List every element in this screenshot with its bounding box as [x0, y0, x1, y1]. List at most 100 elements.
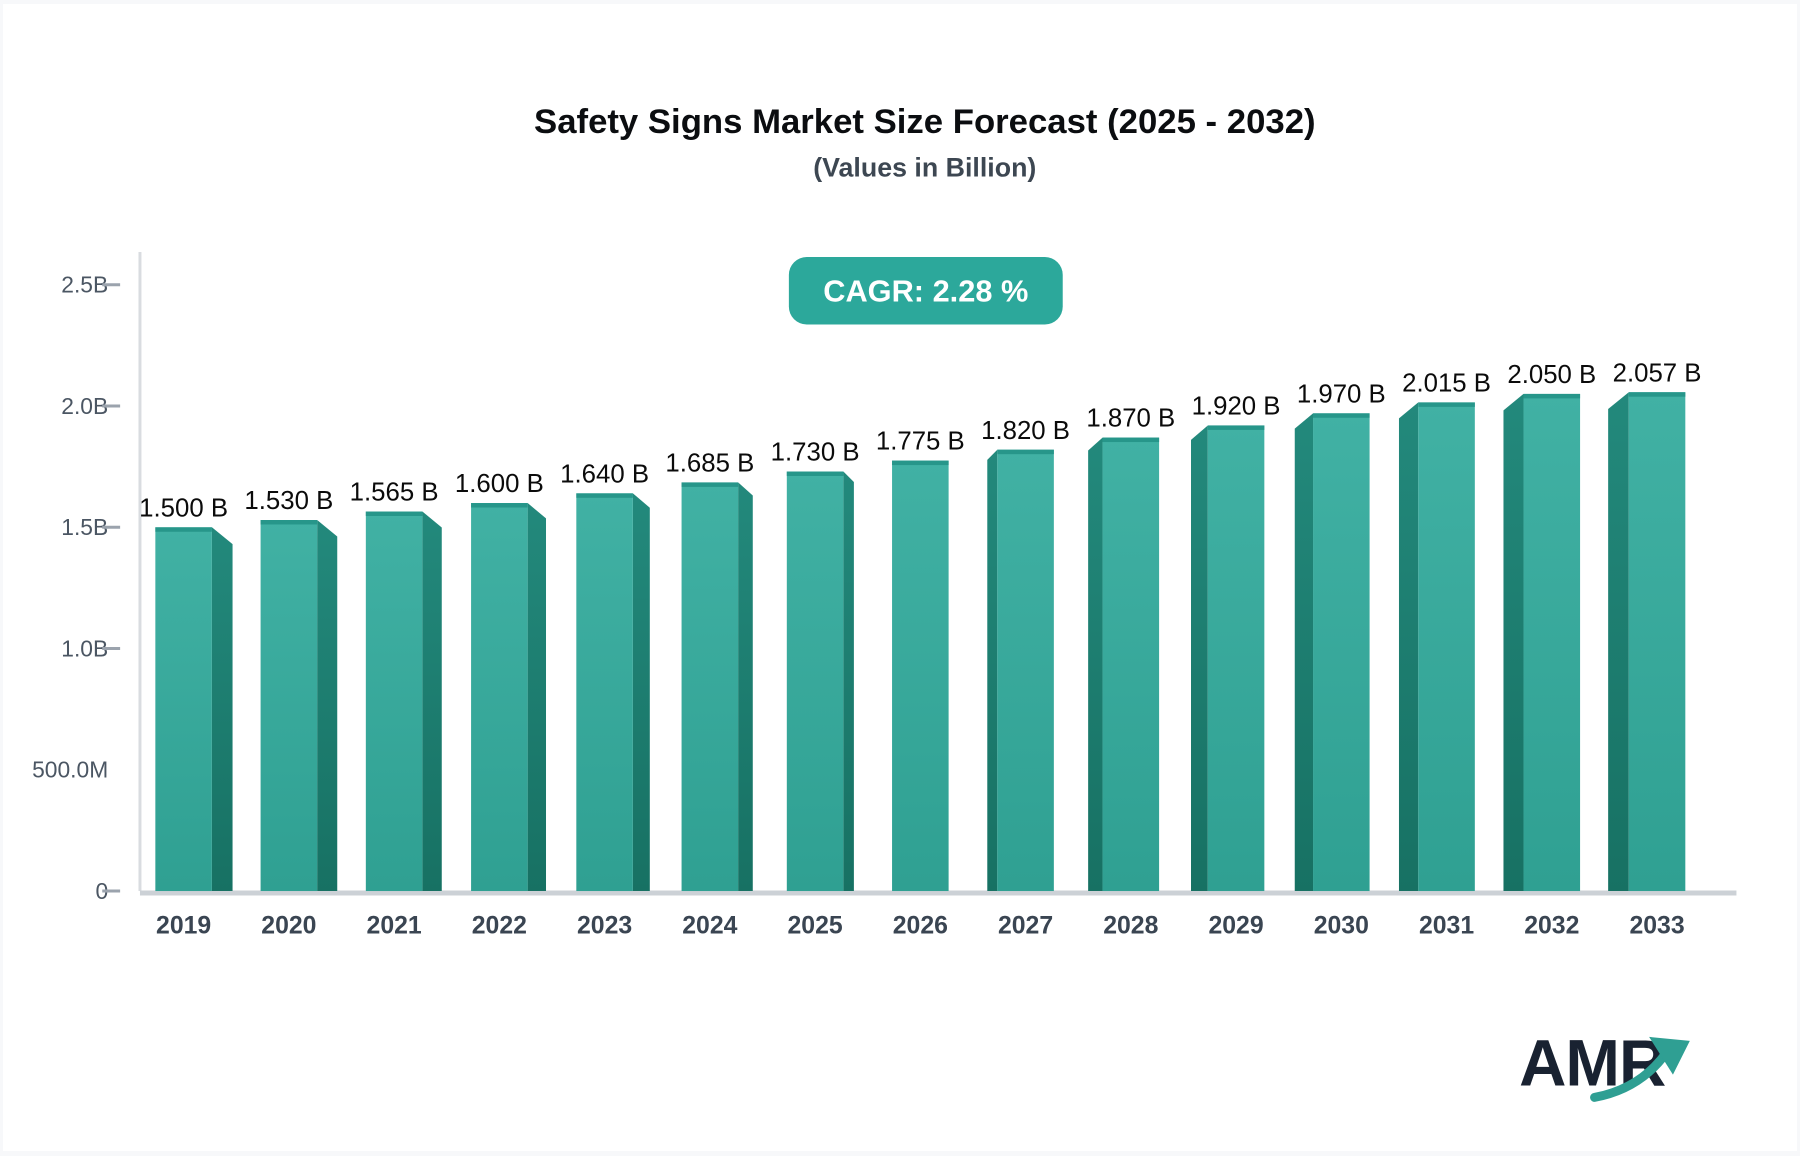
bar-value-label: 1.685 B: [665, 450, 754, 478]
x-tick-label: 2025: [788, 913, 843, 940]
bar-top-edge: [576, 493, 633, 498]
bar: [1608, 392, 1686, 892]
bar-front-face: [681, 482, 739, 892]
bar: [1503, 393, 1581, 892]
bar-top-edge: [1523, 393, 1581, 399]
bar-side-face: [422, 511, 442, 892]
bar-top-edge: [365, 511, 423, 516]
bar-top-edge: [892, 460, 949, 466]
page-title: Safety Signs Market Size Forecast (2025 …: [534, 103, 1316, 141]
x-tick-label: 2021: [367, 913, 422, 940]
x-tick-label: 2026: [893, 913, 948, 940]
bar: [365, 511, 442, 892]
bar-top-edge: [1418, 402, 1475, 407]
bar-side-face: [527, 503, 547, 892]
bar-value-labels: 1.500 B 1.530 B 1.565 B 1.600 B 1.640 B 1.685…: [139, 359, 1701, 522]
bar-value-label: 1.565 B: [350, 479, 439, 507]
x-tick-label: 2024: [682, 913, 737, 940]
logo-arrow-swoosh-icon: [1590, 1047, 1672, 1102]
bar-front-face: [1313, 413, 1370, 892]
bar-top-edge: [997, 449, 1054, 455]
bar: [1398, 402, 1475, 892]
x-tick-label: 2032: [1524, 913, 1579, 940]
bar: [576, 493, 650, 892]
bar-front-face: [155, 527, 212, 892]
bar-top-edge: [1207, 425, 1265, 430]
y-tick-label: 1.0B: [61, 635, 108, 661]
bar-side-face: [738, 482, 753, 892]
bars: [155, 392, 1686, 892]
bar-front-face: [997, 449, 1054, 892]
bar: [892, 460, 949, 892]
bar-front-face: [471, 503, 528, 892]
bar: [260, 520, 338, 892]
bar: [681, 482, 753, 892]
bar-value-label: 2.057 B: [1613, 359, 1702, 387]
cagr-badge-background: [788, 257, 1063, 325]
bar-value-label: 1.640 B: [560, 460, 649, 488]
x-tick-label: 2030: [1314, 913, 1369, 940]
bar-side-face: [1294, 413, 1314, 892]
logo-arrowhead-icon: [1649, 1036, 1690, 1075]
bar-value-label: 1.730 B: [771, 439, 860, 467]
x-tick-label: 2027: [998, 913, 1053, 940]
x-tick-label: 2028: [1103, 913, 1158, 940]
bar-value-label: 1.970 B: [1297, 380, 1386, 408]
bar-value-label: 1.870 B: [1086, 405, 1175, 433]
bar-side-face: [632, 493, 650, 892]
bar-side-face: [1608, 392, 1629, 892]
amr-logo-text: AMR: [1519, 1027, 1665, 1100]
bar-front-face: [1207, 425, 1265, 892]
bar-side-face: [317, 520, 338, 892]
bar-front-face: [1523, 393, 1581, 892]
bar-top-edge: [786, 471, 844, 476]
x-tick-label: 2019: [156, 913, 211, 940]
x-axis: 2019 2020 2021 2022 2023 2024 2025 2026 2027 2028…: [156, 913, 1685, 940]
bar-front-face: [1418, 402, 1475, 892]
bar-front-face: [1628, 392, 1686, 892]
bar: [471, 503, 547, 892]
bar-value-label: 1.920 B: [1192, 393, 1281, 421]
bar-front-face: [786, 471, 844, 892]
x-tick-label: 2031: [1419, 913, 1474, 940]
bar-side-face: [1088, 437, 1103, 892]
bar-front-face: [576, 493, 633, 892]
x-tick-label: 2023: [577, 913, 632, 940]
bar-top-edge: [260, 520, 318, 525]
bar-value-label: 2.050 B: [1507, 361, 1596, 389]
amr-logo: AMR: [1519, 1027, 1690, 1102]
y-tick-label: 2.5B: [61, 272, 108, 298]
bar-top-edge: [681, 482, 739, 487]
bar-front-face: [365, 511, 423, 892]
market-forecast-bar-chart: Safety Signs Market Size Forecast (2025 …: [32, 103, 1737, 1102]
y-axis: 2.5B 2.0B 1.5B 1.0B 500.0M 0: [32, 252, 1737, 904]
bar-value-label: 2.015 B: [1402, 369, 1491, 397]
bar-side-face: [1398, 402, 1419, 892]
bar-side-face: [987, 449, 998, 892]
x-tick-label: 2033: [1629, 913, 1684, 940]
bar-top-edge: [471, 503, 528, 508]
y-tick-label: 500.0M: [32, 757, 108, 783]
bar-side-face: [1503, 393, 1524, 892]
bar: [1191, 425, 1265, 892]
bar-top-edge: [1313, 413, 1370, 418]
x-tick-label: 2022: [472, 913, 527, 940]
page-subtitle: (Values in Billion): [813, 153, 1036, 183]
cagr-badge: CAGR: 2.28 %: [788, 257, 1063, 325]
bar: [1294, 413, 1370, 892]
y-tick-label: 2.0B: [61, 393, 108, 419]
y-tick-label: 1.5B: [61, 514, 108, 540]
bar-top-edge: [1102, 437, 1160, 443]
bar-side-face: [1191, 425, 1208, 892]
x-tick-label: 2020: [261, 913, 316, 940]
bar-value-label: 1.530 B: [244, 487, 333, 515]
bar-side-face: [211, 527, 233, 892]
y-tick-label: 0: [96, 878, 109, 904]
bar-top-edge: [1628, 392, 1686, 397]
bar: [1088, 437, 1160, 892]
bar-front-face: [892, 460, 949, 892]
bar: [786, 471, 854, 892]
bar-value-label: 1.600 B: [455, 470, 544, 498]
bar-value-label: 1.500 B: [139, 494, 228, 522]
